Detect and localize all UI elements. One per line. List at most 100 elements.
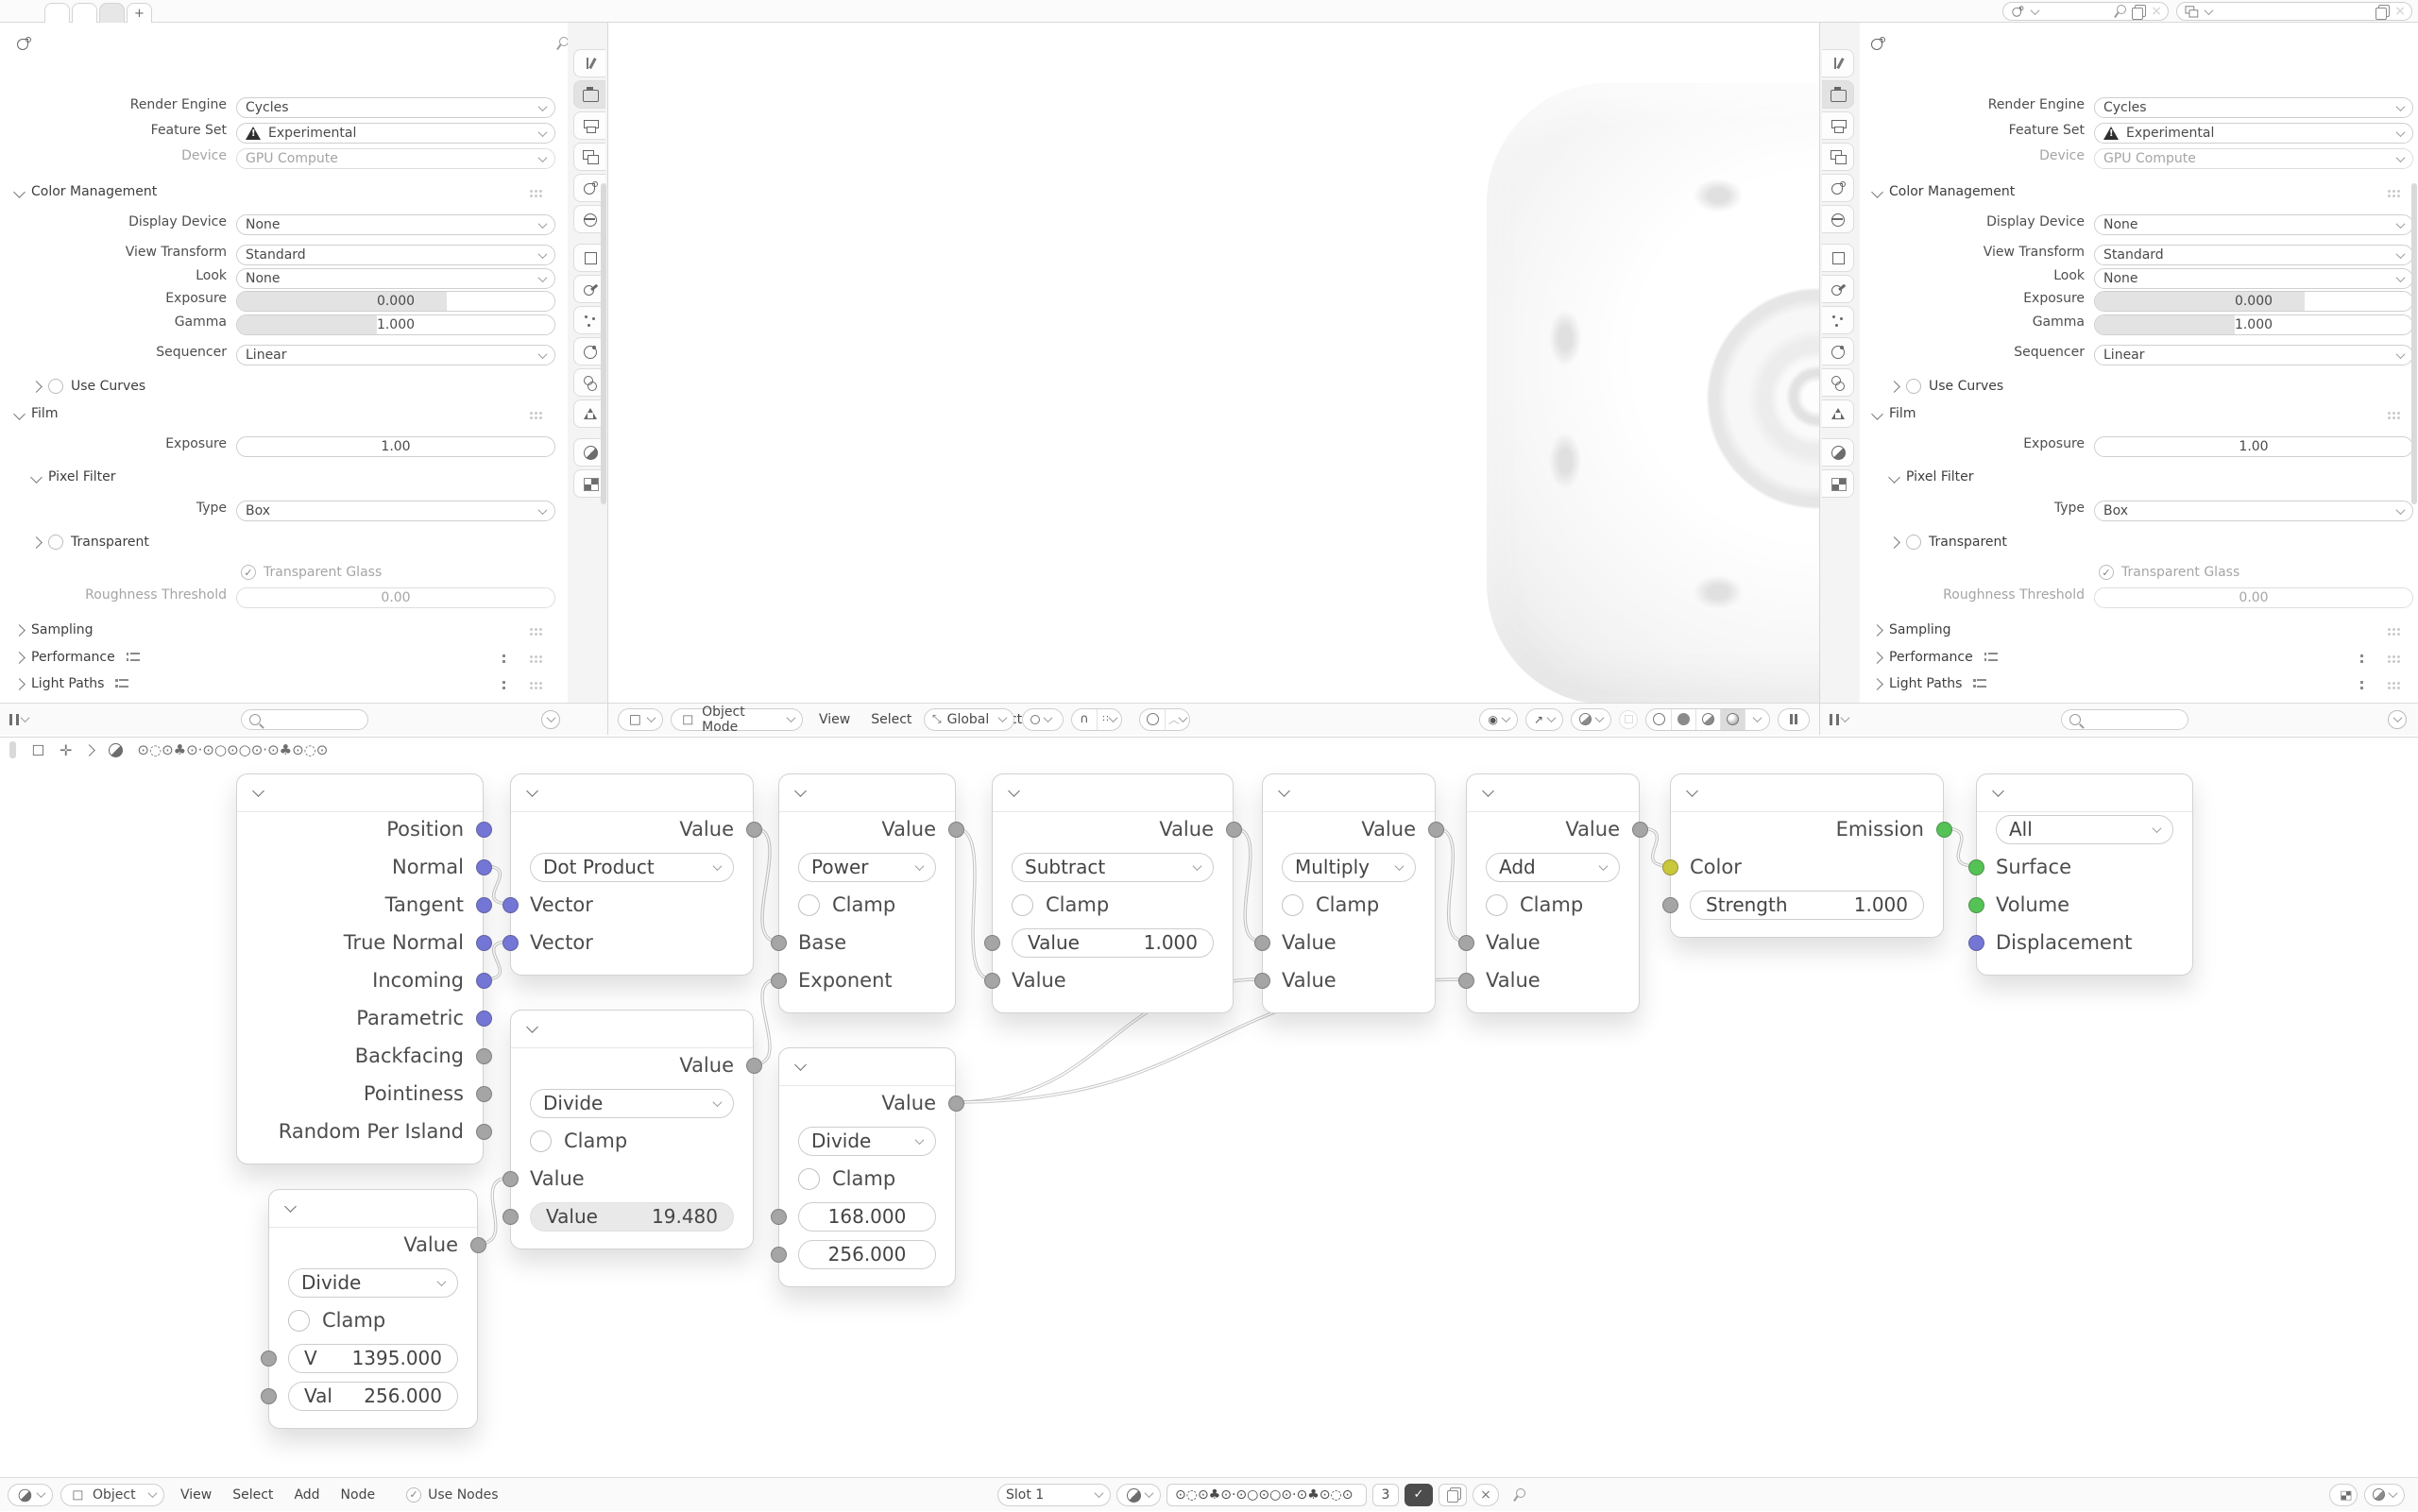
node-header[interactable] [1671, 774, 1943, 812]
use-nodes-checkbox[interactable]: ✓ Use Nodes [406, 1487, 499, 1503]
clamp-checkbox[interactable] [1012, 893, 1033, 916]
input-socket-shader[interactable] [1968, 897, 1984, 913]
operation-dropdown[interactable]: Multiply [1282, 852, 1416, 882]
overlays-dropdown[interactable] [1571, 707, 1611, 731]
properties-tab-object[interactable] [1822, 244, 1854, 272]
section-header-pixel-filter[interactable]: Pixel Filter [1888, 469, 1974, 484]
collapse-chevron-icon[interactable] [1482, 785, 1494, 797]
copy-icon[interactable] [2132, 4, 2147, 20]
workspace-tab[interactable] [72, 3, 97, 23]
output-socket-vector[interactable] [476, 822, 492, 838]
clamp-checkbox[interactable] [288, 1309, 310, 1332]
collapse-chevron-icon[interactable] [1008, 785, 1020, 797]
properties-tab-output[interactable] [1822, 111, 1854, 140]
section-header-sampling[interactable]: Sampling [13, 622, 94, 637]
view-transform-dropdown[interactable]: Standard [236, 245, 555, 265]
sequencer-dropdown[interactable]: Linear [2094, 345, 2413, 365]
snap-toggle-button[interactable] [2329, 1483, 2358, 1506]
clamp-checkbox[interactable] [798, 893, 820, 916]
input-socket-shader[interactable] [1968, 859, 1984, 875]
properties-tab-material[interactable] [573, 438, 605, 467]
search-input[interactable] [2061, 708, 2188, 730]
node-menu-add[interactable]: Add [294, 1487, 320, 1503]
type-dropdown[interactable]: Box [236, 501, 555, 521]
input-socket-color[interactable] [1662, 859, 1678, 875]
output-socket-value[interactable] [1632, 822, 1648, 838]
editor-type-button[interactable] [8, 1483, 53, 1506]
checkbox-transparent-glass[interactable]: ✓ Transparent Glass [241, 565, 382, 580]
input-socket-vector[interactable] [502, 935, 519, 951]
type-dropdown[interactable]: Box [2094, 501, 2413, 521]
output-socket-vector[interactable] [476, 973, 492, 989]
node-header[interactable] [511, 1011, 753, 1048]
xray-toggle[interactable] [1619, 709, 1638, 729]
node-menu-select[interactable]: Select [232, 1487, 274, 1503]
properties-tab-output[interactable] [573, 111, 605, 140]
editor-type-button[interactable] [1830, 713, 1850, 725]
value-field[interactable]: 168.000 [798, 1201, 936, 1232]
input-socket-vector[interactable] [502, 897, 519, 913]
image-selector[interactable]: × [2176, 2, 2412, 21]
collapse-chevron-icon[interactable] [1278, 785, 1290, 797]
render-result-selector[interactable]: × [2002, 2, 2169, 21]
properties-tab-viewlayer[interactable] [1822, 143, 1854, 171]
unlink-material-button[interactable]: × [1473, 1483, 1499, 1506]
input-socket-value[interactable] [261, 1351, 277, 1367]
checkbox-icon[interactable] [1906, 535, 1921, 550]
output-socket-shader[interactable] [1936, 822, 1952, 838]
properties-tab-scene[interactable] [573, 174, 605, 202]
search-input[interactable] [241, 708, 368, 730]
checkbox-icon[interactable] [1906, 379, 1921, 394]
input-socket-value[interactable] [502, 1209, 519, 1225]
properties-tab-material[interactable] [1822, 438, 1854, 467]
output-socket-value[interactable] [476, 1086, 492, 1102]
options-button[interactable] [2388, 709, 2407, 729]
node-header[interactable] [511, 774, 753, 812]
collapse-chevron-icon[interactable] [1992, 785, 2004, 797]
collapse-chevron-icon[interactable] [284, 1200, 297, 1213]
collapse-chevron-icon[interactable] [526, 1021, 538, 1033]
properties-tab-physics[interactable] [1822, 337, 1854, 365]
collapse-chevron-icon[interactable] [252, 785, 264, 797]
input-socket-value[interactable] [771, 935, 787, 951]
properties-tab-particles[interactable] [1822, 306, 1854, 334]
list-icon[interactable] [1973, 678, 1987, 689]
proportional-falloff-dropdown[interactable]: ︿ [1165, 708, 1189, 730]
operation-dropdown[interactable]: Subtract [1012, 852, 1214, 882]
clamp-checkbox[interactable] [1282, 893, 1303, 916]
checkbox-icon[interactable] [48, 535, 63, 550]
properties-tab-render[interactable] [573, 80, 605, 109]
input-socket-value[interactable] [1254, 935, 1270, 951]
node-math-divide-3[interactable]: Value Divide Clamp V 1395.000 Val 256.000 [261, 1189, 486, 1429]
pin-icon[interactable] [1512, 1487, 1525, 1502]
operation-dropdown[interactable]: Dot Product [530, 852, 734, 882]
properties-tab-object[interactable] [573, 244, 605, 272]
output-socket-value[interactable] [746, 822, 762, 838]
node-material-output[interactable]: All Surface Volume Displacement [1968, 773, 2193, 976]
section-header-use-curves[interactable]: Use Curves [1888, 379, 2003, 394]
operation-dropdown[interactable]: Power [798, 852, 936, 882]
checkbox-icon[interactable] [48, 379, 63, 394]
output-socket-vector[interactable] [476, 1011, 492, 1027]
list-icon[interactable] [115, 678, 129, 689]
snap-settings-dropdown[interactable]: ∷ [1097, 708, 1121, 730]
look-dropdown[interactable]: None [236, 268, 555, 289]
node-geometry[interactable]: Position Normal Tangent True Normal Incoming… [236, 773, 492, 1164]
section-header-pixel-filter[interactable]: Pixel Filter [30, 469, 116, 484]
operation-dropdown[interactable]: Divide [798, 1126, 936, 1156]
display-device-dropdown[interactable]: None [2094, 214, 2413, 235]
input-socket-value[interactable] [261, 1388, 277, 1404]
input-socket-value[interactable] [984, 935, 1000, 951]
input-socket-value[interactable] [771, 1209, 787, 1225]
fake-user-button[interactable]: ✓ [1405, 1483, 1433, 1506]
operation-dropdown[interactable]: All [1996, 814, 2173, 844]
output-socket-value[interactable] [948, 1096, 964, 1112]
input-socket-value[interactable] [502, 1171, 519, 1187]
clamp-checkbox[interactable] [1486, 893, 1507, 916]
mode-dropdown[interactable]: Object Mode [671, 705, 803, 735]
viewport-menu-select[interactable]: Select [871, 711, 912, 727]
options-button[interactable] [541, 709, 560, 729]
value-field[interactable]: Value 19.480 [530, 1201, 734, 1232]
device-dropdown[interactable]: GPU Compute [2094, 148, 2413, 169]
section-header-performance[interactable]: Performance [13, 650, 140, 665]
